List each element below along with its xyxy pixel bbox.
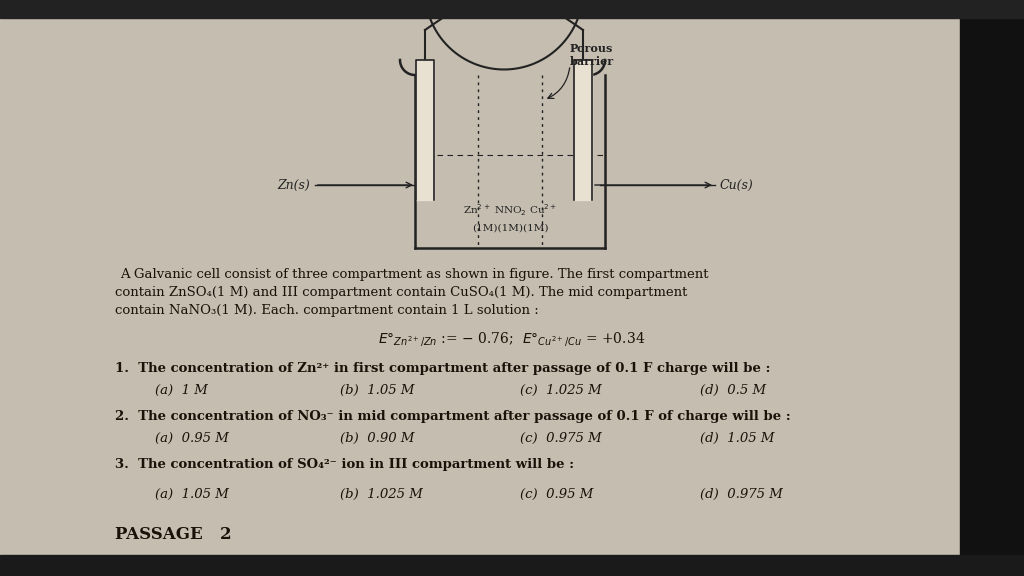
Text: (b)  0.90 M: (b) 0.90 M	[340, 432, 415, 445]
Text: Zn(s): Zn(s)	[278, 179, 310, 191]
Text: A Galvanic cell consist of three compartment as shown in figure. The first compa: A Galvanic cell consist of three compart…	[120, 268, 709, 281]
Bar	[0, 555, 1024, 576]
Text: (c)  1.025 M: (c) 1.025 M	[520, 384, 602, 397]
Bar	[961, 0, 1024, 576]
Text: PASSAGE   2: PASSAGE 2	[115, 526, 231, 543]
Text: 2.  The concentration of NO₃⁻ in mid compartment after passage of 0.1 F of charg: 2. The concentration of NO₃⁻ in mid comp…	[115, 410, 791, 423]
Bar	[0, 0, 1024, 18]
Bar	[574, 60, 592, 200]
Text: 1.  The concentration of Zn²⁺ in first compartment after passage of 0.1 F charge: 1. The concentration of Zn²⁺ in first co…	[115, 362, 770, 375]
Text: (c)  0.975 M: (c) 0.975 M	[520, 432, 602, 445]
Text: Porous
barrier: Porous barrier	[570, 43, 614, 67]
Text: contain ZnSO₄(1 M) and III compartment contain CuSO₄(1 M). The mid compartment: contain ZnSO₄(1 M) and III compartment c…	[115, 286, 687, 299]
Text: $E°_{Zn^{2+}/Zn}$ := $-$ 0.76;  $E°_{Cu^{2+}/Cu}$ = +0.34: $E°_{Zn^{2+}/Zn}$ := $-$ 0.76; $E°_{Cu^{…	[379, 330, 645, 348]
Text: (d)  0.975 M: (d) 0.975 M	[700, 488, 783, 501]
Text: Cu(s): Cu(s)	[720, 179, 754, 191]
Text: (b)  1.025 M: (b) 1.025 M	[340, 488, 423, 501]
Text: (a)  1.05 M: (a) 1.05 M	[155, 488, 229, 501]
Text: (a)  0.95 M: (a) 0.95 M	[155, 432, 229, 445]
Text: (a)  1 M: (a) 1 M	[155, 384, 208, 397]
Text: (c)  0.95 M: (c) 0.95 M	[520, 488, 593, 501]
Text: (d)  0.5 M: (d) 0.5 M	[700, 384, 766, 397]
Text: (1M)(1M)(1M): (1M)(1M)(1M)	[472, 223, 548, 233]
Text: contain NaNO₃(1 M). Each. compartment contain 1 L solution :: contain NaNO₃(1 M). Each. compartment co…	[115, 304, 539, 317]
Bar	[416, 60, 434, 200]
Text: 3.  The concentration of SO₄²⁻ ion in III compartment will be :: 3. The concentration of SO₄²⁻ ion in III…	[115, 458, 574, 471]
Text: (d)  1.05 M: (d) 1.05 M	[700, 432, 774, 445]
Text: (b)  1.05 M: (b) 1.05 M	[340, 384, 415, 397]
Text: Zn$^{2+}$ NNO$_2$ Cu$^{2+}$: Zn$^{2+}$ NNO$_2$ Cu$^{2+}$	[463, 202, 557, 218]
